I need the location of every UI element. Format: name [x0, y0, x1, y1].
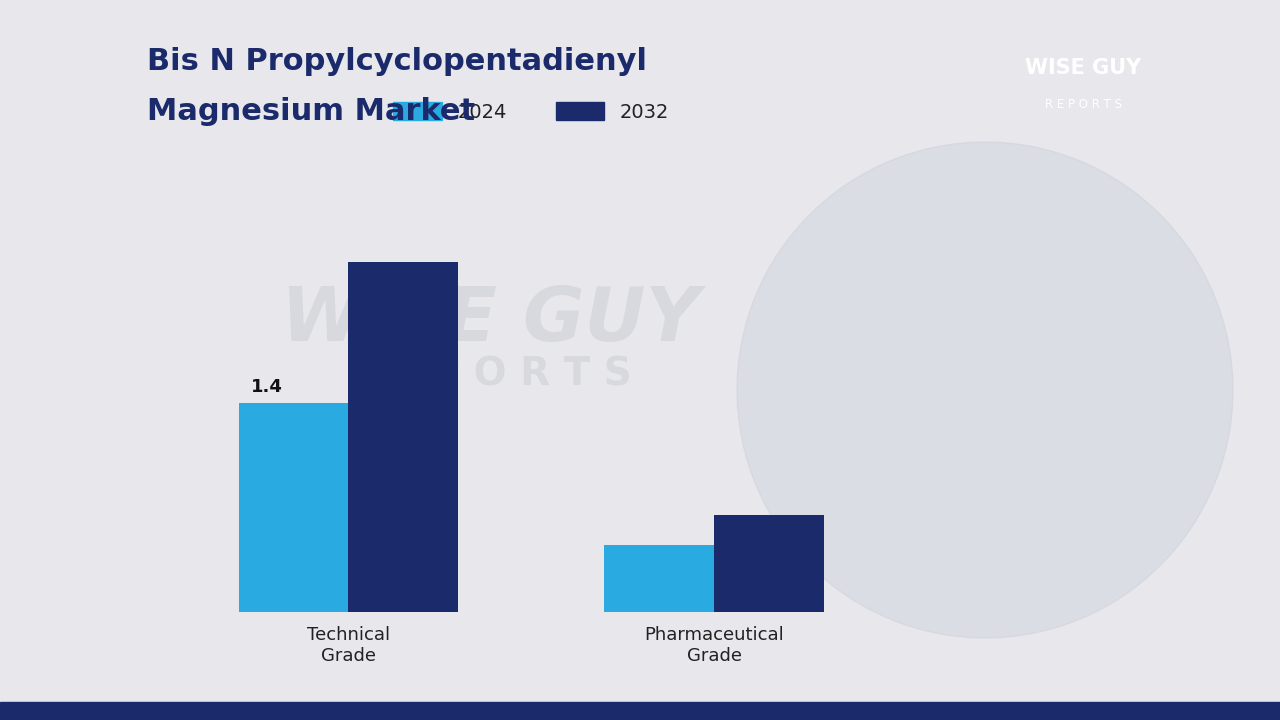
Text: R E P O R T S: R E P O R T S: [348, 356, 632, 394]
Text: Bis N Propylcyclopentadienyl: Bis N Propylcyclopentadienyl: [147, 47, 648, 76]
Text: R E P O R T S: R E P O R T S: [1044, 98, 1121, 111]
Bar: [0, 702, 1280, 720]
Bar: [238, 403, 348, 612]
Text: WISE GUY: WISE GUY: [280, 284, 699, 356]
Text: 1.4: 1.4: [251, 378, 283, 396]
Bar: [348, 262, 458, 612]
Bar: [714, 516, 824, 612]
Text: Magnesium Market: Magnesium Market: [147, 97, 475, 126]
Bar: [604, 545, 714, 612]
Text: WISE GUY: WISE GUY: [1025, 58, 1142, 78]
Legend: 2024, 2032: 2024, 2032: [385, 95, 677, 130]
Circle shape: [737, 142, 1233, 638]
